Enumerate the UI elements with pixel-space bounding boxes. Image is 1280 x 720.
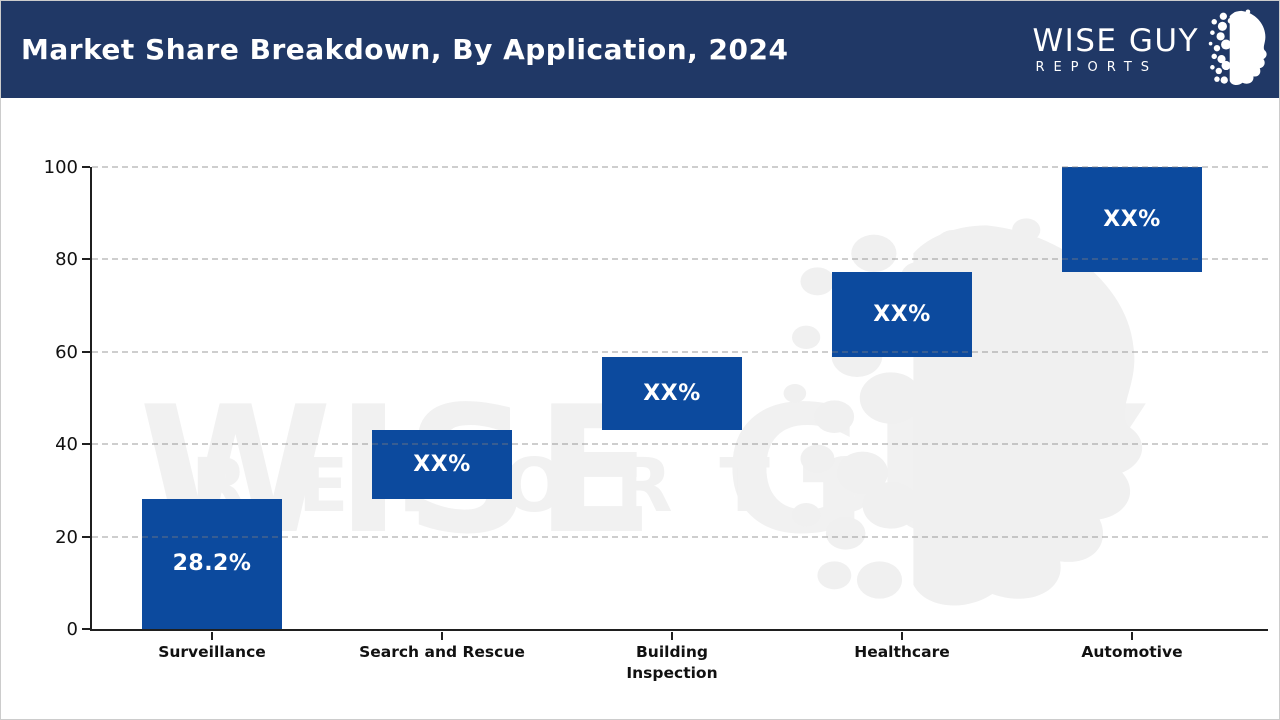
- x-tick: [671, 631, 673, 640]
- y-tick-label: 100: [43, 157, 78, 178]
- page-title: Market Share Breakdown, By Application, …: [21, 33, 789, 66]
- logo-face-icon: [1208, 9, 1267, 86]
- y-tick: [82, 258, 90, 261]
- wise-guy-logo: WISE GUY REPORTS: [1032, 7, 1269, 93]
- y-tick-label: 80: [55, 249, 78, 271]
- bar-value-label: XX%: [873, 301, 931, 327]
- grid-line: [92, 166, 1268, 168]
- bar-automotive: XX%: [1062, 167, 1202, 272]
- y-tick: [82, 628, 90, 630]
- grid-line: [92, 350, 1268, 353]
- grid-line: [92, 258, 1268, 261]
- header: Market Share Breakdown, By Application, …: [1, 1, 1279, 98]
- y-tick: [82, 535, 90, 538]
- bar-value-label: 28.2%: [172, 551, 252, 577]
- logo-subtitle: REPORTS: [1035, 60, 1159, 76]
- y-tick-label: 60: [55, 341, 78, 363]
- watermark-reports: REPORTS: [191, 443, 924, 529]
- bar-building-inspection: XX%: [602, 356, 742, 431]
- x-category-label: Search and Rescue: [359, 643, 525, 661]
- x-tick: [441, 631, 443, 640]
- x-tick: [1131, 631, 1133, 640]
- grid-line: [92, 535, 1268, 538]
- y-tick-label: 20: [55, 526, 78, 548]
- logo-text: WISE GUY REPORTS: [1032, 25, 1199, 76]
- logo-wordmark: WISE GUY: [1032, 22, 1199, 59]
- y-tick: [82, 350, 90, 353]
- y-tick: [82, 443, 90, 446]
- bar-value-label: XX%: [413, 452, 471, 478]
- bar-search-and-rescue: XX%: [372, 430, 512, 499]
- x-category-label: Surveillance: [158, 643, 266, 661]
- x-tick: [901, 631, 903, 640]
- bar-healthcare: XX%: [832, 271, 972, 357]
- plot-area: 28.2% Surveillance XX% Search and Rescue XX%…: [44, 157, 1268, 682]
- x-category-label: Automotive: [1081, 643, 1183, 661]
- bar-value-label: XX%: [643, 381, 701, 407]
- x-category-label: Building Inspection: [626, 643, 718, 682]
- y-tick-label: 40: [55, 434, 78, 456]
- bar-value-label: XX%: [1103, 206, 1161, 232]
- watermark-face-icon: [783, 218, 1143, 606]
- y-tick: [82, 166, 90, 168]
- chart-region: WISE GUY REPORTS 28.2% Surveillance XX% Sea…: [1, 98, 1279, 719]
- x-category-label: Healthcare: [854, 643, 950, 661]
- grid-line: [92, 443, 1268, 446]
- bar-surveillance: 28.2%: [142, 498, 282, 629]
- y-tick-label: 0: [66, 619, 78, 640]
- x-tick: [211, 631, 213, 640]
